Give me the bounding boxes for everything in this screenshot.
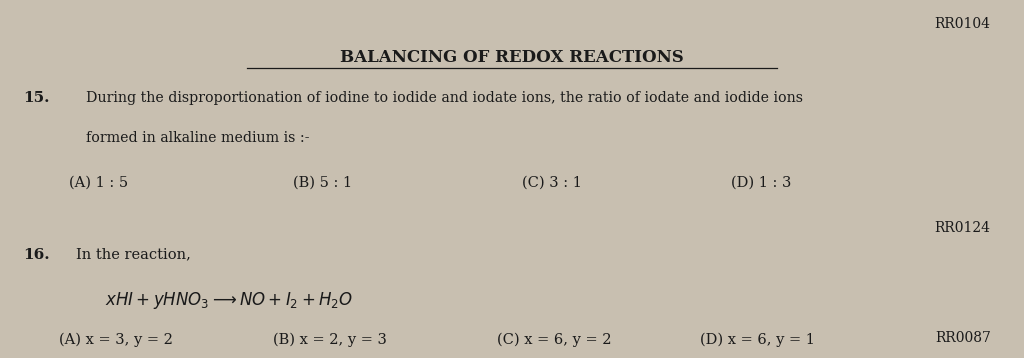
Text: BALANCING OF REDOX REACTIONS: BALANCING OF REDOX REACTIONS — [340, 49, 684, 66]
Text: During the disproportionation of iodine to iodide and iodate ions, the ratio of : During the disproportionation of iodine … — [86, 91, 803, 105]
Text: (A) x = 3, y = 2: (A) x = 3, y = 2 — [58, 332, 173, 347]
Text: (A) 1 : 5: (A) 1 : 5 — [69, 175, 128, 189]
Text: $xHI + yHNO_3 \longrightarrow NO + I_2 + H_2O$: $xHI + yHNO_3 \longrightarrow NO + I_2 +… — [104, 290, 352, 311]
Text: (C) x = 6, y = 2: (C) x = 6, y = 2 — [497, 332, 611, 347]
Text: RR0104: RR0104 — [935, 17, 990, 31]
Text: 16.: 16. — [24, 248, 50, 262]
Text: (B) 5 : 1: (B) 5 : 1 — [293, 175, 352, 189]
Text: (B) x = 2, y = 3: (B) x = 2, y = 3 — [272, 332, 386, 347]
Text: 15.: 15. — [24, 91, 49, 105]
Text: formed in alkaline medium is :-: formed in alkaline medium is :- — [86, 131, 310, 145]
Text: (C) 3 : 1: (C) 3 : 1 — [522, 175, 582, 189]
Text: In the reaction,: In the reaction, — [76, 248, 191, 262]
Text: (D) x = 6, y = 1: (D) x = 6, y = 1 — [700, 332, 815, 347]
Text: RR0124: RR0124 — [935, 221, 990, 235]
Text: RR0087: RR0087 — [935, 331, 990, 345]
Text: (D) 1 : 3: (D) 1 : 3 — [731, 175, 792, 189]
